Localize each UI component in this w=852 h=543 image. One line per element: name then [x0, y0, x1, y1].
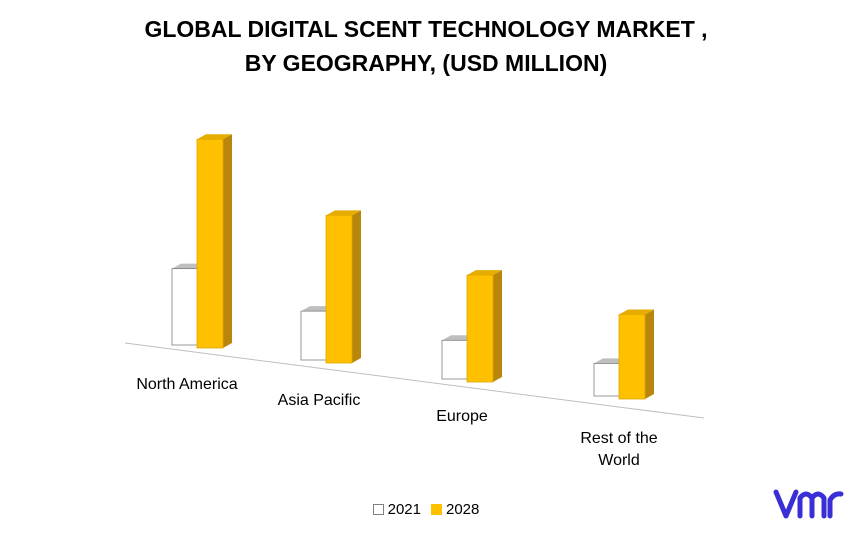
bar-top	[326, 210, 361, 216]
bar-side	[223, 134, 232, 348]
bar-side	[352, 210, 361, 363]
bar-side	[493, 270, 502, 382]
vmr-logo	[773, 489, 844, 519]
bar-front	[593, 363, 621, 397]
legend-item-2028: 2028	[431, 501, 479, 518]
bar-front	[196, 138, 224, 349]
legend-swatch-2028	[431, 504, 442, 515]
bar-front	[300, 310, 328, 361]
bar-top	[467, 270, 502, 276]
bar-north-america-2028	[196, 134, 232, 349]
bar-europe-2028	[466, 270, 502, 383]
chart-floor-line	[124, 342, 705, 419]
bar-top	[619, 309, 654, 315]
bar-front	[325, 214, 353, 364]
bar-front	[441, 339, 469, 380]
bar-asia-pacific-2028	[325, 210, 361, 364]
legend-label-2021: 2021	[387, 501, 421, 518]
bar-front	[466, 274, 494, 383]
legend-swatch-2021	[372, 504, 384, 515]
category-label-rest-of-world: Rest of the World	[580, 430, 658, 469]
bar-front	[171, 268, 199, 346]
legend-item-2021: 2021	[372, 501, 421, 518]
category-label-north-america: North America	[136, 376, 238, 393]
bar-side	[645, 309, 654, 399]
legend-label-2028: 2028	[446, 501, 480, 518]
bar-front	[618, 314, 646, 400]
chart-title: GLOBAL DIGITAL SCENT TECHNOLOGY MARKET ,…	[0, 12, 852, 80]
bar-top	[197, 134, 232, 140]
category-label-asia-pacific: Asia Pacific	[277, 392, 361, 409]
category-label-europe: Europe	[436, 408, 488, 425]
chart-title-line-2: BY GEOGRAPHY, (USD MILLION)	[244, 50, 608, 76]
chart-legend: 2021 2028	[0, 501, 852, 518]
chart-title-line-1: GLOBAL DIGITAL SCENT TECHNOLOGY MARKET ,	[144, 16, 708, 42]
bar-rest-of-the-world-2028	[618, 309, 654, 400]
